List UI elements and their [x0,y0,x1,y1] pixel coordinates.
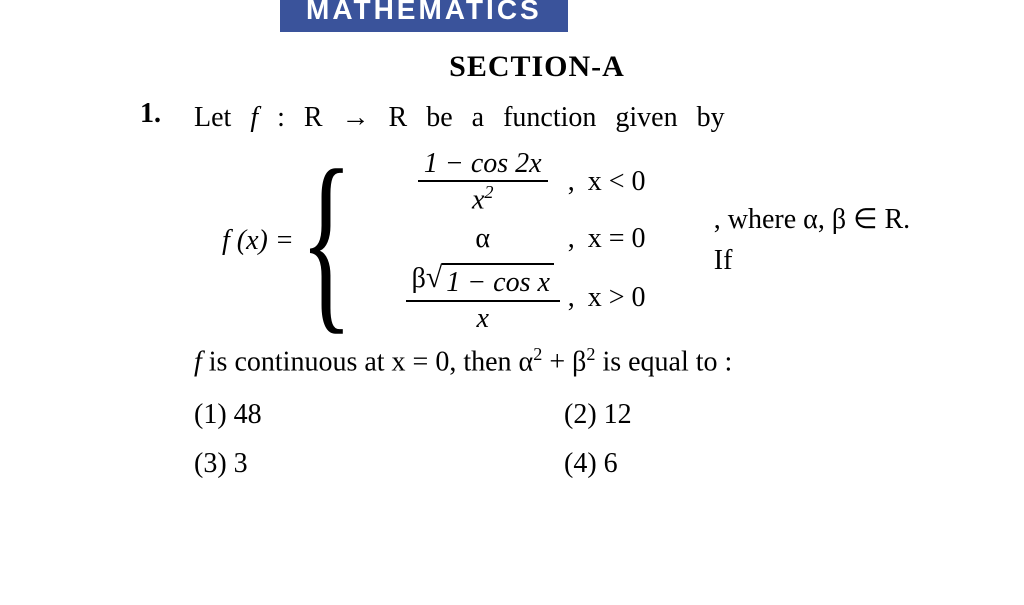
case1-condition: x < 0 [588,162,708,203]
piecewise-lhs: f (x) = [222,221,294,262]
case3-expr: β√1 − cos x x [398,262,568,336]
option-2[interactable]: (2) 12 [564,391,934,440]
case1-numerator: 1 − cos 2x [418,147,548,183]
options: (1) 48 (2) 12 (3) 3 (4) 6 [194,391,934,488]
case3-denominator: x [406,302,560,336]
case1-comma: , [568,162,588,203]
cont-mid: is continuous at x = 0, then α [202,347,533,378]
case2-condition: x = 0 [588,219,708,260]
case3-condition: x > 0 [588,278,708,319]
case1-denominator: x2 [418,182,548,217]
question-number: 1. [140,98,172,130]
stem-func: f [250,102,258,133]
option-1[interactable]: (1) 48 [194,391,564,440]
case1-fraction: 1 − cos 2x x2 [418,147,548,218]
case2-expr: α [398,219,568,260]
cont-f: f [194,347,202,378]
question-body: Let f : R → R be a function given by f (… [194,98,934,488]
case3-comma: , [568,278,588,319]
piecewise-tail: , where α, β ∈ R. If [714,200,934,281]
subject-banner: MATHEMATICS [280,0,568,32]
stem-mid: : R → R be a function given by [258,102,725,133]
piecewise-function: f (x) = { 1 − cos 2x x2 , x < 0 α , x = … [222,147,934,336]
case2-comma: , [568,219,588,260]
left-brace-icon: { [300,156,353,326]
case3-fraction: β√1 − cos x x [406,262,560,336]
option-3[interactable]: (3) 3 [194,440,564,489]
section-title: SECTION-A [140,50,934,84]
case3-numerator: β√1 − cos x [406,262,560,302]
case1-expr: 1 − cos 2x x2 [398,147,568,218]
stem-prefix: Let [194,102,250,133]
option-4[interactable]: (4) 6 [564,440,934,489]
cont-suffix: is equal to : [595,347,732,378]
page: MATHEMATICS SECTION-A 1. Let f : R → R b… [0,0,1024,488]
question: 1. Let f : R → R be a function given by … [140,98,934,488]
sqrt-icon: √1 − cos x [426,263,554,300]
cont-exp1: 2 [533,344,542,364]
piecewise-cases: 1 − cos 2x x2 , x < 0 α , x = 0 β√1 − co… [398,147,708,336]
cont-plus: + β [542,347,586,378]
